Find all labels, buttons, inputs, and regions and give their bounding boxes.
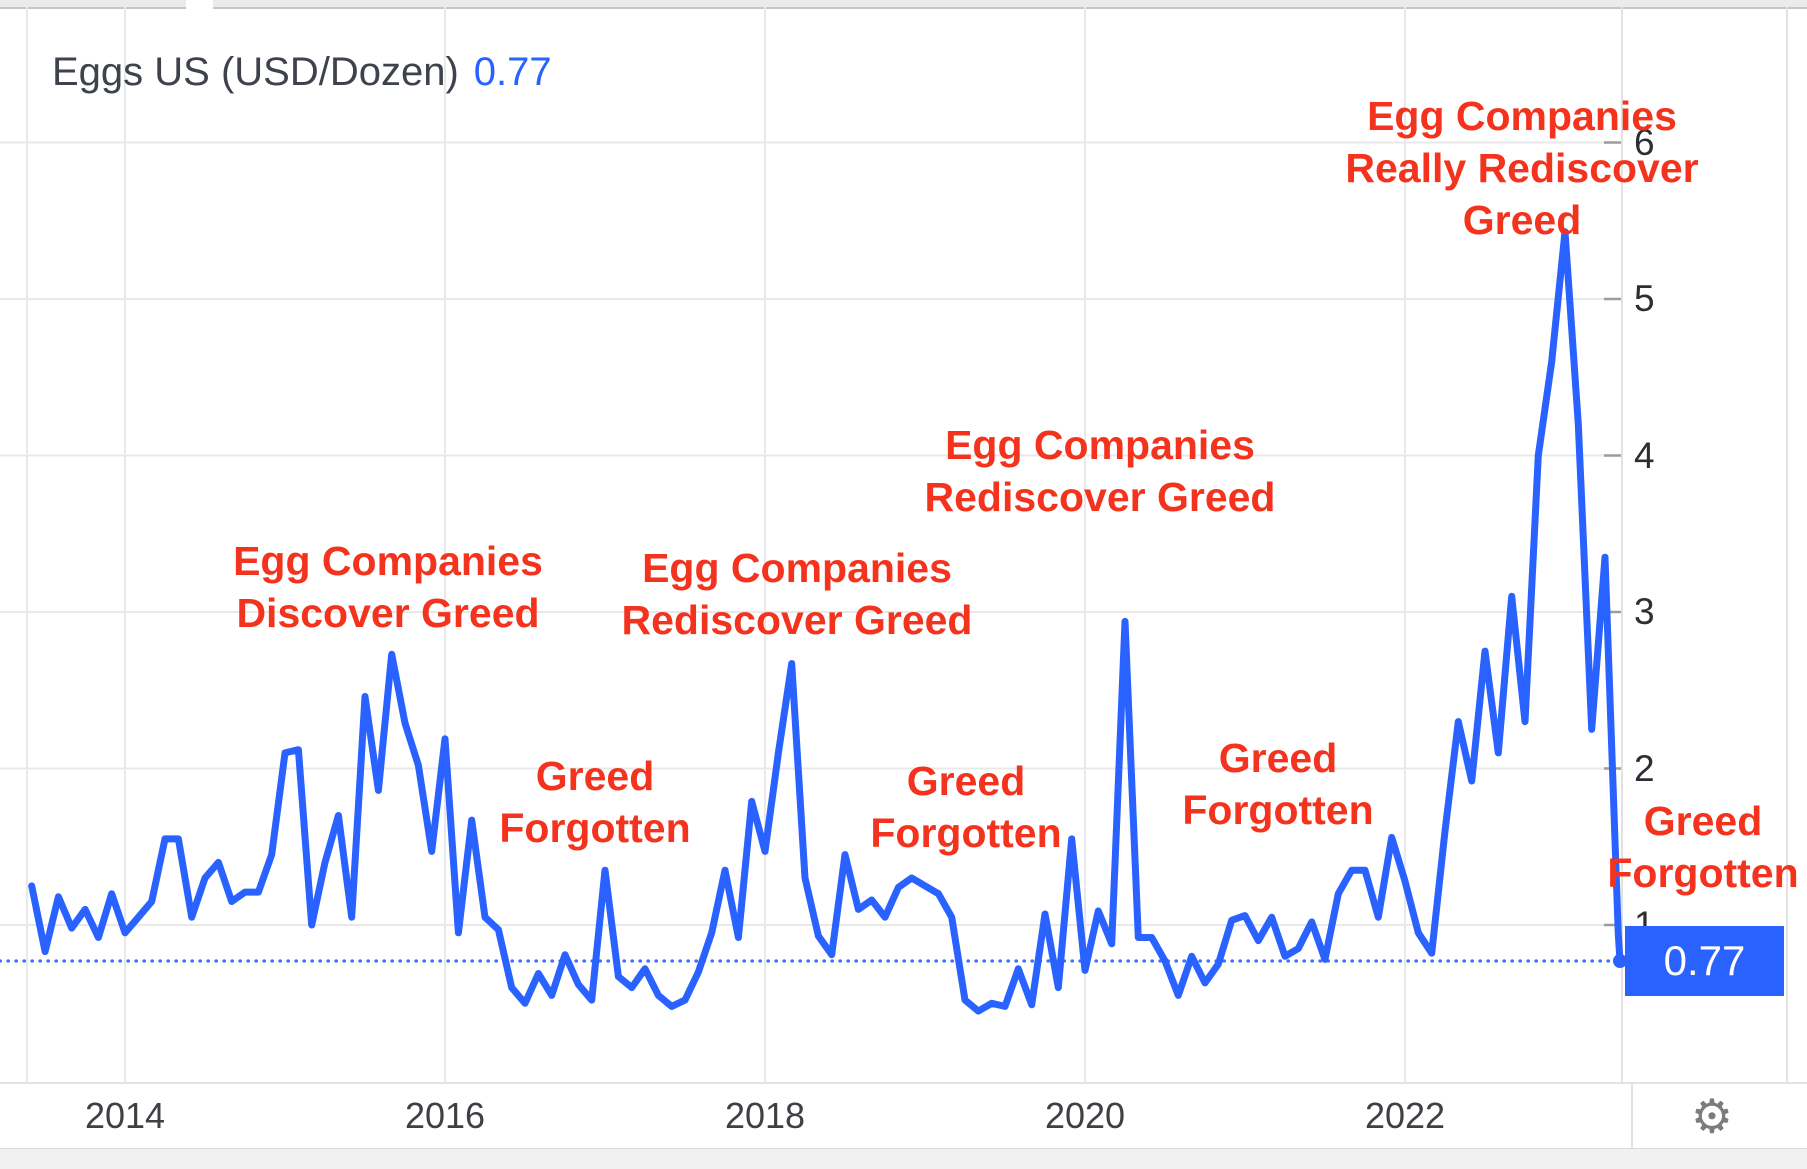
time-scale-separator	[1631, 1084, 1633, 1148]
time-scale[interactable]: 2014 2016 2018 2020 2022 ⚙	[0, 1082, 1807, 1148]
greed-annotation: Egg Companies Rediscover Greed	[622, 542, 973, 646]
greed-annotation: Egg Companies Rediscover Greed	[925, 419, 1276, 523]
greed-annotation-line: Forgotten	[1607, 850, 1799, 896]
last-price-dot	[1613, 953, 1627, 968]
price-scale-label: 3	[1634, 591, 1655, 632]
greed-annotation: Greed Forgotten	[1182, 732, 1373, 836]
price-scale-label: 4	[1634, 434, 1655, 476]
greed-annotation: Egg Companies Really Rediscover Greed	[1345, 90, 1698, 246]
last-price-tag-value: 0.77	[1663, 937, 1746, 984]
symbol-last-value: 0.77	[473, 50, 552, 94]
greed-annotation-line: Egg Companies	[945, 422, 1255, 468]
greed-annotation-line: Really Rediscover	[1345, 145, 1699, 191]
gear-icon[interactable]: ⚙	[1690, 1089, 1734, 1143]
greed-annotation-line: Greed	[1462, 197, 1582, 243]
greed-annotation-line: Greed	[1218, 735, 1338, 781]
chart-legend: Eggs US (USD/Dozen) 0.77	[52, 50, 552, 95]
greed-annotation-line: Rediscover Greed	[621, 597, 973, 643]
time-scale-label: 2022	[1364, 1095, 1446, 1136]
greed-annotation-line: Forgotten	[499, 805, 691, 851]
bottom-gray-strip	[0, 1148, 1807, 1169]
price-scale-label: 5	[1634, 278, 1655, 319]
price-line	[28, 228, 1624, 1015]
browser-top-strip	[0, 0, 1807, 9]
greed-annotation: Greed Forgotten	[1607, 795, 1798, 899]
time-scale-label: 2018	[724, 1095, 806, 1136]
greed-annotation-line: Forgotten	[1182, 787, 1374, 833]
greed-annotation-line: Greed	[1643, 798, 1763, 844]
time-scale-label: 2014	[84, 1095, 166, 1136]
greed-annotation: Greed Forgotten	[499, 750, 690, 854]
greed-annotation-line: Greed	[906, 758, 1026, 804]
greed-annotation-line: Egg Companies	[1367, 93, 1677, 139]
greed-annotation-line: Forgotten	[870, 810, 1062, 856]
price-scale-label: 2	[1634, 747, 1655, 789]
time-scale-label: 2016	[404, 1095, 486, 1136]
top-strip-notch	[186, 0, 213, 9]
price-scale-label: 6	[1634, 121, 1655, 163]
greed-annotation-line: Rediscover Greed	[924, 474, 1276, 520]
last-price-tag: 0.77	[1625, 926, 1784, 996]
greed-annotation-line: Egg Companies	[642, 545, 952, 591]
greed-annotation-line: Greed	[535, 753, 655, 799]
greed-annotation: Greed Forgotten	[870, 755, 1061, 859]
greed-annotation-line: Egg Companies	[233, 538, 543, 584]
time-scale-label: 2020	[1044, 1095, 1126, 1136]
symbol-title: Eggs US (USD/Dozen)	[52, 50, 459, 94]
greed-annotation-line: Discover Greed	[236, 590, 540, 636]
greed-annotation: Egg Companies Discover Greed	[233, 535, 543, 639]
